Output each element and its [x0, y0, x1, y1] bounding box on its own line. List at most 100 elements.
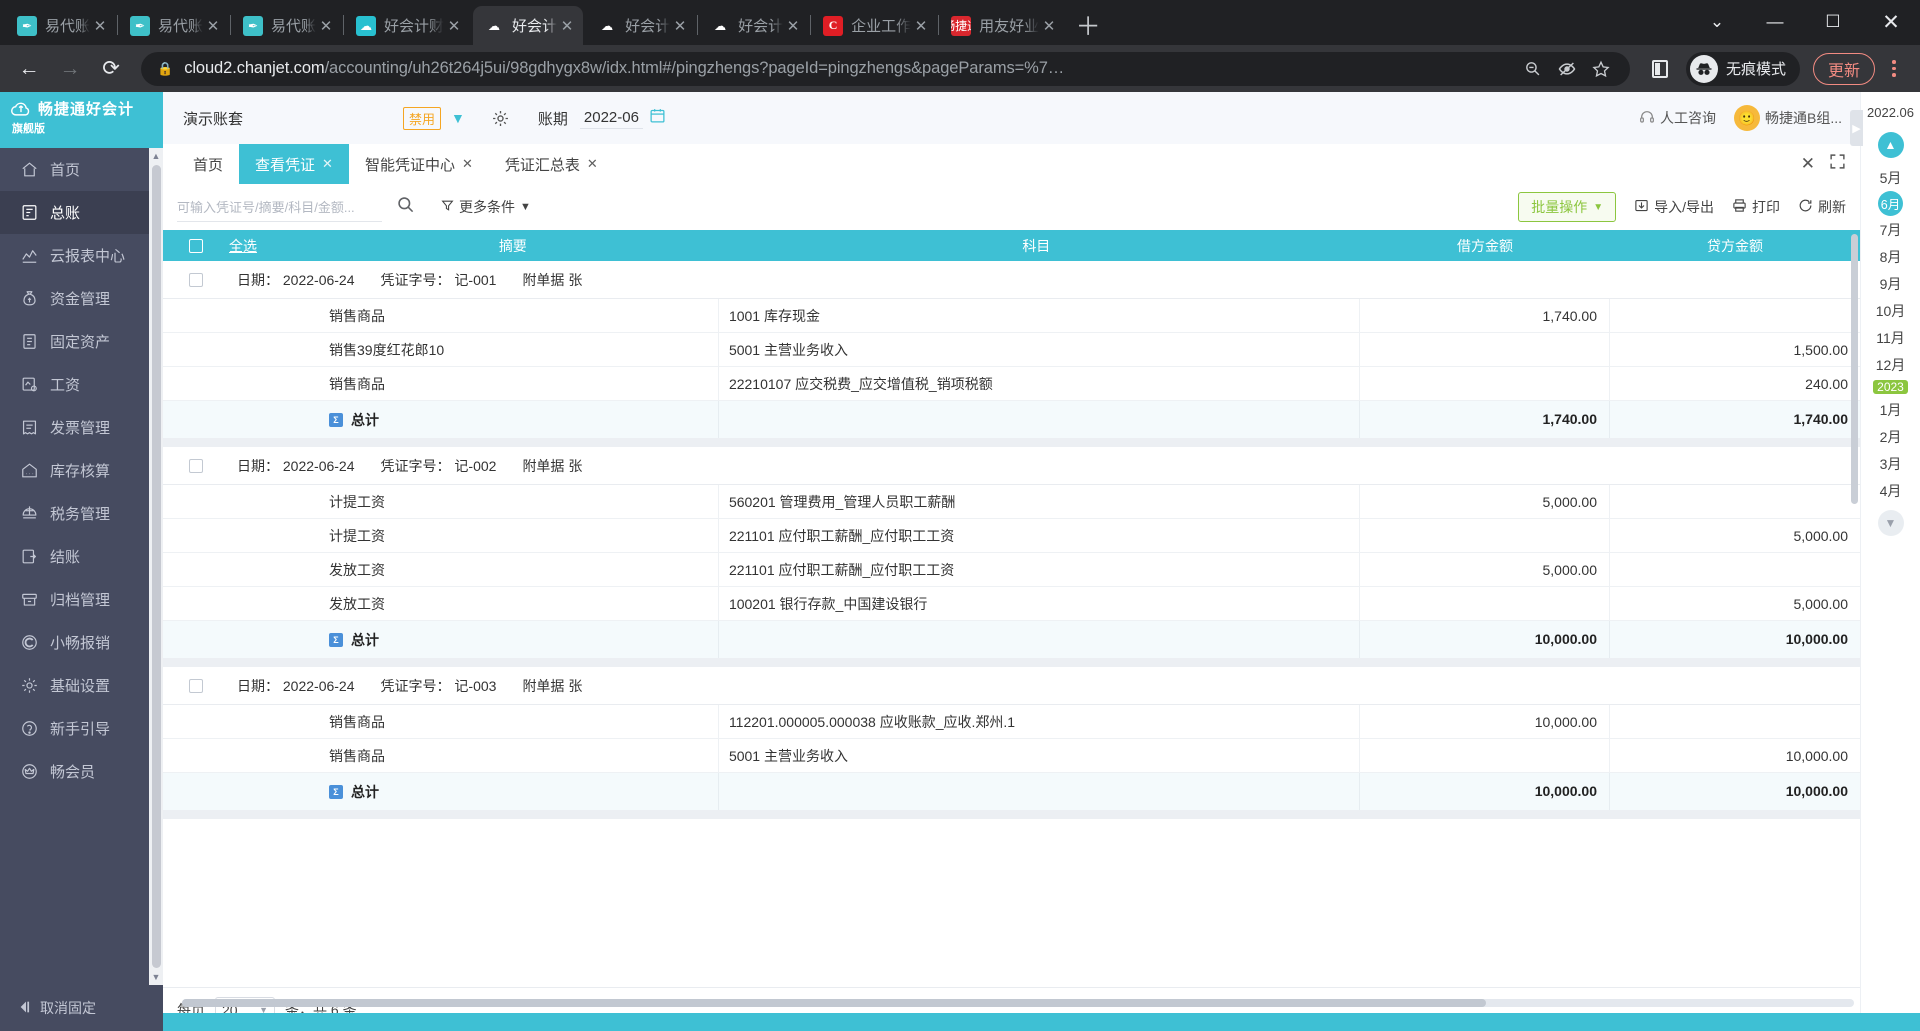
- sidebar-item-14[interactable]: 畅会员: [0, 750, 163, 793]
- hide-password-icon[interactable]: [1550, 52, 1584, 86]
- app-tab-3[interactable]: 凭证汇总表 ✕: [489, 144, 614, 184]
- sidebar-item-0[interactable]: 首页: [0, 148, 163, 191]
- rail-month[interactable]: 4月: [1879, 482, 1902, 499]
- forward-button[interactable]: →: [59, 56, 81, 80]
- sidebar-item-5[interactable]: 工资: [0, 363, 163, 406]
- rail-month[interactable]: 10月: [1875, 302, 1906, 319]
- voucher-checkbox[interactable]: [163, 272, 229, 287]
- select-all-checkbox[interactable]: [163, 238, 229, 253]
- browser-tab[interactable]: C 企业工作 ✕: [812, 6, 937, 45]
- rail-month[interactable]: 9月: [1879, 275, 1902, 292]
- app-tab-0[interactable]: 首页: [177, 144, 239, 184]
- close-icon[interactable]: ✕: [1800, 154, 1815, 173]
- voucher-entry-row[interactable]: 计提工资 560201 管理费用_管理人员职工薪酬 5,000.00: [163, 484, 1860, 519]
- browser-tab-active[interactable]: ☁ 好会计 ✕: [473, 6, 584, 45]
- sidebar-item-9[interactable]: 结账: [0, 535, 163, 578]
- voucher-entry-row[interactable]: 销售商品 5001 主营业务收入 10,000.00: [163, 738, 1860, 773]
- sidebar-item-7[interactable]: 库存核算: [0, 449, 163, 492]
- more-conditions-button[interactable]: 更多条件 ▼: [441, 197, 531, 217]
- sidebar-scroll-thumb[interactable]: [151, 165, 161, 968]
- browser-tab[interactable]: ✒ 易代账 ✕: [6, 6, 116, 45]
- period-value[interactable]: 2022-06: [579, 107, 643, 129]
- update-button[interactable]: 更新: [1812, 52, 1875, 85]
- back-button[interactable]: ←: [18, 56, 40, 80]
- rail-month[interactable]: 8月: [1879, 248, 1902, 265]
- support-link[interactable]: 人工咨询: [1639, 108, 1716, 128]
- sidebar-item-6[interactable]: 发票管理: [0, 406, 163, 449]
- close-tab-button[interactable]: ✕: [1042, 17, 1056, 35]
- voucher-checkbox[interactable]: [163, 678, 229, 693]
- close-tab-button[interactable]: ✕: [206, 17, 220, 35]
- voucher-entry-row[interactable]: 发放工资 221101 应付职工薪酬_应付职工工资 5,000.00: [163, 552, 1860, 587]
- sidebar-item-1[interactable]: 总账: [0, 191, 163, 234]
- rail-month[interactable]: 12月: [1875, 356, 1906, 373]
- sidebar-item-13[interactable]: 新手引导: [0, 707, 163, 750]
- sidebar-item-12[interactable]: 基础设置: [0, 664, 163, 707]
- user-menu[interactable]: 🙂 畅捷通B组...: [1733, 105, 1842, 131]
- browser-tab[interactable]: ✒ 易代账 ✕: [119, 6, 229, 45]
- app-tab-2[interactable]: 智能凭证中心 ✕: [349, 144, 489, 184]
- browser-tab[interactable]: ☁ 好会计 ✕: [699, 6, 809, 45]
- voucher-checkbox[interactable]: [163, 458, 229, 473]
- column-select-all[interactable]: 全选: [229, 237, 257, 254]
- scroll-down-icon[interactable]: ▼: [1877, 510, 1904, 536]
- horizontal-scrollbar[interactable]: [182, 999, 1854, 1007]
- rail-month[interactable]: 7月: [1879, 221, 1902, 238]
- scroll-up-arrow-icon[interactable]: ▲: [151, 151, 161, 161]
- tab-search-button[interactable]: ⌄: [1709, 12, 1725, 31]
- incognito-indicator[interactable]: 无痕模式: [1685, 51, 1800, 86]
- fullscreen-icon[interactable]: [1829, 153, 1846, 175]
- collapse-rail-icon[interactable]: ▶: [1850, 110, 1863, 146]
- browser-tab[interactable]: 畅捷通用友好业✕: [940, 6, 1065, 45]
- rail-month[interactable]: 1月: [1879, 401, 1902, 418]
- close-tab-button[interactable]: ✕: [673, 17, 687, 35]
- voucher-entry-row[interactable]: 计提工资 221101 应付职工薪酬_应付职工工资 5,000.00: [163, 518, 1860, 553]
- zoom-out-icon[interactable]: [1516, 52, 1550, 86]
- search-input[interactable]: 可输入凭证号/摘要/科目/金额...: [177, 192, 382, 222]
- address-bar[interactable]: 🔒 cloud2.chanjet.com/accounting/uh26t264…: [141, 51, 1630, 86]
- batch-operation-button[interactable]: 批量操作 ▼: [1518, 192, 1617, 222]
- browser-tab[interactable]: ☁ 好会计财 ✕: [345, 6, 470, 45]
- sidebar-item-10[interactable]: 归档管理: [0, 578, 163, 621]
- browser-tab[interactable]: ☁ 好会计 ✕: [586, 6, 696, 45]
- rail-month[interactable]: 3月: [1879, 455, 1902, 472]
- bookmark-star-icon[interactable]: [1584, 52, 1618, 86]
- voucher-entry-row[interactable]: 销售39度红花郎10 5001 主营业务收入 1,500.00: [163, 332, 1860, 367]
- voucher-entry-row[interactable]: 销售商品 22210107 应交税费_应交增值税_销项税额 240.00: [163, 366, 1860, 401]
- search-icon[interactable]: [396, 195, 415, 219]
- refresh-button[interactable]: 刷新: [1798, 197, 1846, 217]
- app-tab-1[interactable]: 查看凭证 ✕: [239, 144, 349, 184]
- calendar-icon[interactable]: [649, 107, 666, 129]
- print-button[interactable]: 打印: [1732, 197, 1780, 217]
- close-window-button[interactable]: ✕: [1882, 10, 1900, 34]
- new-tab-button[interactable]: ＋: [1075, 13, 1101, 41]
- sidebar-item-2[interactable]: 云报表中心: [0, 234, 163, 277]
- close-tab-button[interactable]: ✕: [319, 17, 333, 35]
- close-tab-button[interactable]: ✕: [914, 17, 928, 35]
- rail-month[interactable]: 5月: [1879, 169, 1902, 186]
- kebab-menu-icon[interactable]: [1878, 50, 1910, 88]
- close-tab-button[interactable]: ✕: [786, 17, 800, 35]
- gear-icon[interactable]: [491, 109, 510, 128]
- rail-month-active[interactable]: 6月: [1877, 191, 1903, 216]
- import-export-button[interactable]: 导入/导出: [1634, 197, 1714, 217]
- scroll-up-icon[interactable]: ▲: [1877, 132, 1904, 158]
- voucher-entry-row[interactable]: 销售商品 1001 库存现金 1,740.00: [163, 298, 1860, 333]
- sidebar-item-3[interactable]: 资金管理: [0, 277, 163, 320]
- rail-month[interactable]: 11月: [1876, 329, 1905, 346]
- sidebar-item-4[interactable]: 固定资产: [0, 320, 163, 363]
- voucher-entry-row[interactable]: 发放工资 100201 银行存款_中国建设银行 5,000.00: [163, 586, 1860, 621]
- chevron-down-icon[interactable]: ▼: [451, 110, 465, 126]
- close-tab-button[interactable]: ✕: [93, 17, 107, 35]
- close-icon[interactable]: ✕: [461, 156, 473, 171]
- scroll-down-arrow-icon[interactable]: ▼: [151, 972, 161, 982]
- reload-button[interactable]: ⟳: [102, 57, 120, 80]
- voucher-entry-row[interactable]: 销售商品 112201.000005.000038 应收账款_应收.郑州.1 10,…: [163, 704, 1860, 739]
- close-icon[interactable]: ✕: [586, 156, 598, 171]
- minimize-button[interactable]: —: [1766, 12, 1784, 31]
- close-icon[interactable]: ✕: [322, 156, 333, 171]
- close-tab-button[interactable]: ✕: [560, 17, 574, 35]
- close-tab-button[interactable]: ✕: [447, 17, 461, 35]
- sidebar-item-8[interactable]: 税务管理: [0, 492, 163, 535]
- rail-month[interactable]: 2月: [1879, 428, 1902, 445]
